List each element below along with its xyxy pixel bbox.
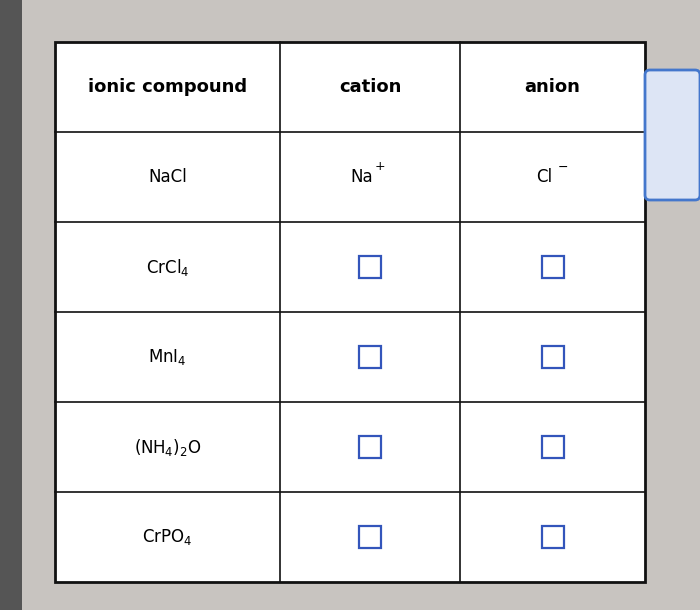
Bar xyxy=(542,346,564,368)
Text: Na: Na xyxy=(351,168,373,186)
Bar xyxy=(542,436,564,458)
Bar xyxy=(542,526,564,548)
Bar xyxy=(359,526,381,548)
Bar xyxy=(0,0,22,610)
Text: MnI$_4$: MnI$_4$ xyxy=(148,347,187,367)
Text: CrCl$_4$: CrCl$_4$ xyxy=(146,256,189,278)
FancyBboxPatch shape xyxy=(645,70,700,200)
Bar xyxy=(542,256,564,278)
Text: CrPO$_4$: CrPO$_4$ xyxy=(142,527,193,547)
Text: $(\mathrm{NH}_4)_2$O: $(\mathrm{NH}_4)_2$O xyxy=(134,437,202,458)
Bar xyxy=(55,42,645,582)
Bar xyxy=(359,256,381,278)
Bar xyxy=(359,436,381,458)
Text: anion: anion xyxy=(524,78,580,96)
Text: +: + xyxy=(374,160,385,173)
Text: cation: cation xyxy=(339,78,401,96)
Text: −: − xyxy=(557,160,568,173)
Text: Cl: Cl xyxy=(536,168,552,186)
Bar xyxy=(359,346,381,368)
Text: ionic compound: ionic compound xyxy=(88,78,247,96)
Text: NaCl: NaCl xyxy=(148,168,187,186)
